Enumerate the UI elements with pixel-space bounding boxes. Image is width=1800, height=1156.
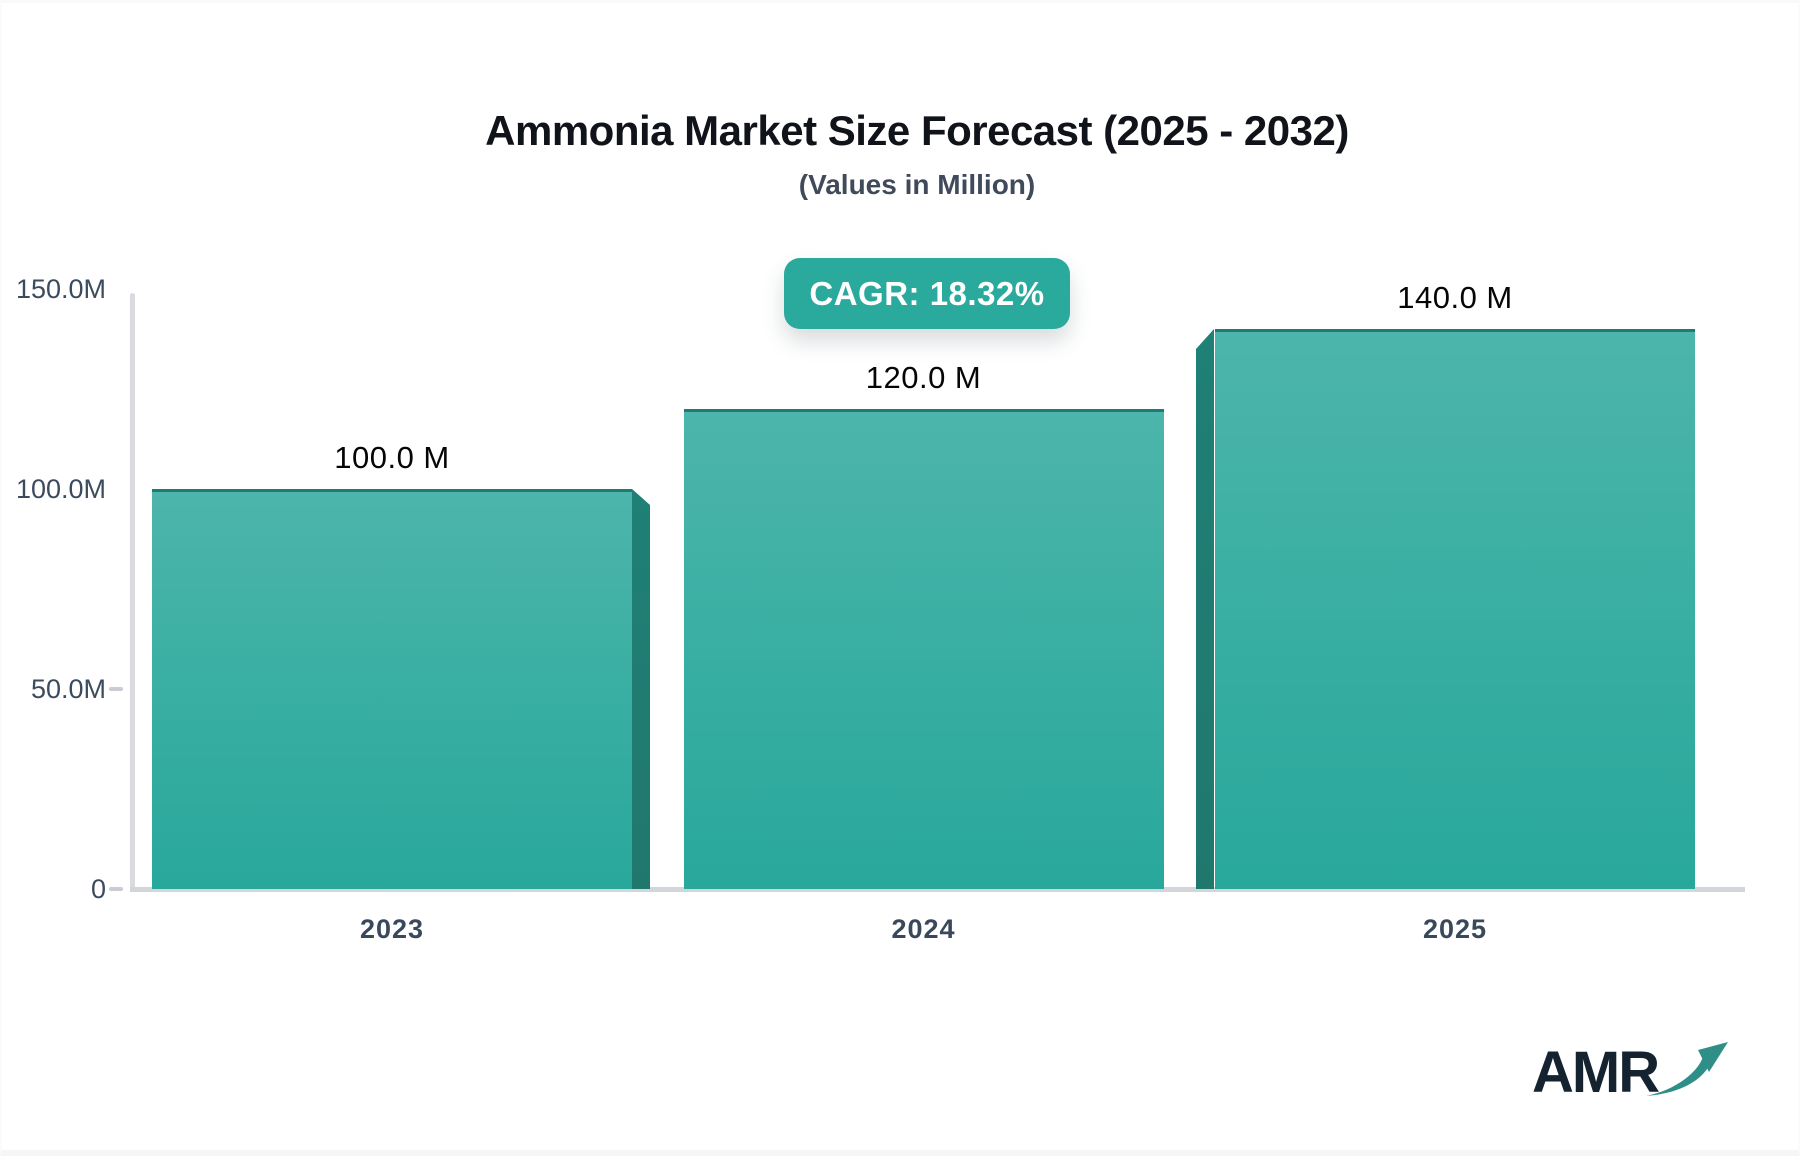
y-tick-label: 100.0M	[15, 474, 106, 504]
x-tick-label-2024: 2024	[891, 914, 956, 944]
bar-3d-side-2025	[1196, 329, 1214, 889]
y-tick-dash	[109, 687, 123, 691]
bar-2025	[1215, 329, 1695, 889]
chart-subtitle: (Values in Million)	[798, 169, 1036, 200]
bar-3d-side-2023	[632, 489, 650, 889]
chart-title: Ammonia Market Size Forecast (2025 - 203…	[485, 107, 1349, 154]
bar-value-label-2023: 100.0 M	[334, 440, 450, 475]
x-tick-label-2023: 2023	[359, 914, 425, 944]
amr-logo-text: AMR	[1532, 1040, 1660, 1105]
y-tick-label: 50.0M	[30, 674, 106, 704]
y-tick-dash	[109, 887, 123, 891]
growth-arrow-icon	[1646, 1042, 1729, 1096]
y-tick-label: 150.0M	[15, 274, 106, 304]
y-axis-line	[130, 293, 135, 891]
bar-chart-plot-area: 150.0M 100.0M 50.0M 0 100.0 M 120.0 M 140.0 M…	[2, 3, 1798, 1150]
x-axis-baseline	[130, 887, 1745, 892]
y-tick-label: 0	[90, 874, 106, 904]
amr-logo: AMR	[1532, 1033, 1752, 1113]
bar-value-label-2024: 120.0 M	[865, 360, 982, 395]
x-tick-label-2025: 2025	[1422, 914, 1488, 944]
cagr-badge-label: CAGR: 18.32%	[809, 274, 1045, 312]
bar-2023	[152, 489, 632, 889]
bar-value-label-2025: 140.0 M	[1397, 280, 1513, 315]
bar-2024	[683, 409, 1164, 889]
cagr-badge: CAGR: 18.32%	[784, 258, 1070, 329]
